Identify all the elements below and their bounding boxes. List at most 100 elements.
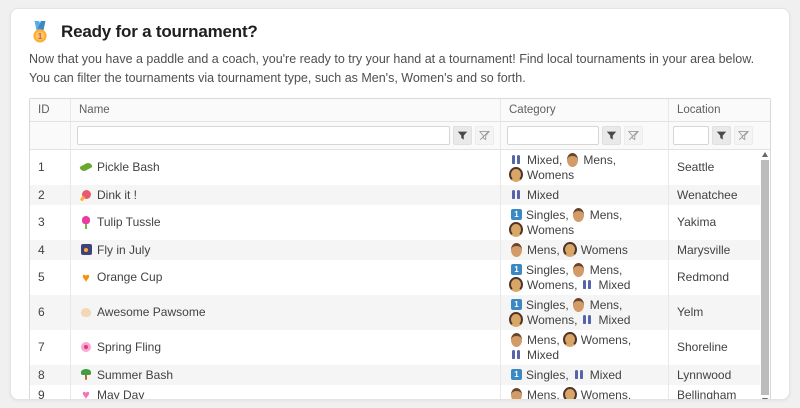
- category-cell: Mixed, Mens, Womens: [500, 149, 668, 185]
- category-icon: [511, 299, 522, 311]
- category-icon: [509, 168, 523, 181]
- category-icon: [509, 348, 523, 361]
- location-cell: Redmond: [668, 259, 760, 295]
- id-cell: 3: [38, 215, 45, 230]
- funnel-slash-icon: [479, 130, 490, 141]
- category-entry: Mixed: [580, 278, 630, 292]
- tulip-icon: [79, 215, 93, 229]
- category-icon: [565, 153, 579, 166]
- category-icon: [572, 368, 586, 381]
- vertical-scrollbar[interactable]: [760, 149, 770, 399]
- first-place-medal-icon: 1: [33, 21, 47, 43]
- category-label: Singles,: [526, 367, 569, 382]
- category-label: Mixed: [527, 347, 560, 362]
- category-entry: Singles,: [509, 368, 569, 382]
- category-cell: Mens, Womens: [500, 239, 668, 260]
- category-entry: Mixed: [580, 313, 630, 327]
- category-label: Mixed: [598, 277, 631, 292]
- category-icon: [511, 369, 522, 381]
- location-cell: Bellingham: [668, 384, 760, 399]
- category-entry: Singles,: [509, 298, 569, 312]
- category-entry: Singles,: [509, 263, 569, 277]
- category-label: Mixed: [527, 187, 560, 202]
- category-entry: Mixed: [509, 348, 559, 362]
- category-label: Womens: [527, 222, 575, 237]
- tournament-name: May Day: [97, 387, 145, 400]
- table-row: 8 Summer Bash Singles, Mixed Lynnwood: [30, 364, 760, 385]
- category-label: Womens,: [580, 332, 632, 347]
- category-label: Mens,: [583, 152, 617, 167]
- fireworks-icon: [79, 243, 93, 256]
- category-icon: [509, 333, 523, 346]
- category-entry: Mens,: [509, 388, 560, 399]
- name-clear-filter-button[interactable]: [475, 125, 494, 145]
- tournament-card: 1 Ready for a tournament? Now that you h…: [10, 8, 790, 400]
- cucumber-icon: [79, 161, 93, 174]
- category-icon: [563, 388, 577, 399]
- category-clear-filter-button[interactable]: [624, 125, 643, 145]
- category-entry: Womens,: [509, 313, 577, 327]
- category-entry: Mens,: [565, 153, 616, 167]
- column-header-category[interactable]: Category: [500, 98, 668, 121]
- category-entry: Womens,: [563, 387, 632, 400]
- category-icon: [509, 313, 523, 326]
- id-cell: 8: [38, 367, 45, 382]
- category-icon: [509, 278, 523, 291]
- category-icon: [511, 264, 522, 276]
- table-row: 1 Pickle Bash Mixed, Mens, Womens Seattle: [30, 149, 760, 185]
- name-cell: Summer Bash: [70, 364, 500, 385]
- name-filter-input[interactable]: [77, 125, 450, 145]
- table-row: 4 Fly in July Mens, Womens Marysville: [30, 239, 760, 260]
- location-cell: Yakima: [668, 204, 760, 240]
- grid-header-row: ID Name Category Location: [30, 98, 770, 122]
- category-label: Womens,: [527, 277, 578, 292]
- scroll-up-icon[interactable]: [762, 151, 768, 157]
- category-label: Mens,: [589, 207, 623, 222]
- category-icon: [509, 388, 523, 399]
- column-header-name[interactable]: Name: [70, 98, 500, 121]
- category-label: Womens: [527, 167, 575, 182]
- category-icon: [572, 298, 586, 311]
- category-cell: Singles, Mixed: [500, 364, 668, 385]
- column-header-id[interactable]: ID: [38, 103, 50, 116]
- location-filter-input[interactable]: [673, 125, 709, 145]
- category-label: Mens,: [589, 262, 623, 277]
- page-title: Ready for a tournament?: [61, 22, 258, 41]
- table-row: 9 May Day Mens, Womens, Bellingham: [30, 384, 760, 400]
- name-cell: May Day: [70, 384, 500, 400]
- scroll-down-icon[interactable]: [762, 397, 768, 399]
- funnel-icon: [457, 131, 468, 140]
- category-filter-button[interactable]: [602, 125, 621, 145]
- category-entry: Mixed: [572, 368, 622, 382]
- column-header-location[interactable]: Location: [668, 98, 760, 121]
- name-cell: Spring Fling: [70, 329, 500, 365]
- category-icon: [572, 208, 586, 221]
- category-label: Womens,: [580, 387, 632, 400]
- scrollbar-thumb[interactable]: [761, 159, 769, 395]
- id-cell: 7: [38, 340, 45, 355]
- tournament-name: Dink it !: [97, 187, 138, 202]
- grid-rows: 1 Pickle Bash Mixed, Mens, Womens Seattle …: [30, 149, 760, 400]
- id-cell: 4: [38, 242, 45, 257]
- category-entry: Mens,: [509, 243, 560, 257]
- category-entry: Womens: [509, 223, 574, 237]
- name-filter-button[interactable]: [453, 125, 472, 145]
- tournament-name: Summer Bash: [97, 367, 174, 382]
- funnel-slash-icon: [738, 130, 749, 141]
- location-filter-button[interactable]: [712, 125, 731, 145]
- tournament-name: Spring Fling: [97, 340, 162, 355]
- grid-body: 1 Pickle Bash Mixed, Mens, Womens Seattle …: [30, 149, 770, 400]
- tournament-name: Fly in July: [97, 242, 151, 257]
- category-cell: Mixed: [500, 184, 668, 205]
- name-cell: Dink it !: [70, 184, 500, 205]
- card-header: 1 Ready for a tournament?: [29, 21, 771, 43]
- location-clear-filter-button[interactable]: [734, 125, 753, 145]
- category-entry: Mens,: [572, 208, 623, 222]
- category-cell: Mens, Womens,: [500, 384, 668, 400]
- tournaments-grid: ID Name Category Location: [29, 97, 771, 400]
- tournament-name: Pickle Bash: [97, 160, 160, 175]
- tournament-name: Awesome Pawsome: [97, 305, 206, 320]
- category-icon: [509, 188, 523, 201]
- location-cell: Yelm: [668, 294, 760, 330]
- category-filter-input[interactable]: [507, 125, 599, 145]
